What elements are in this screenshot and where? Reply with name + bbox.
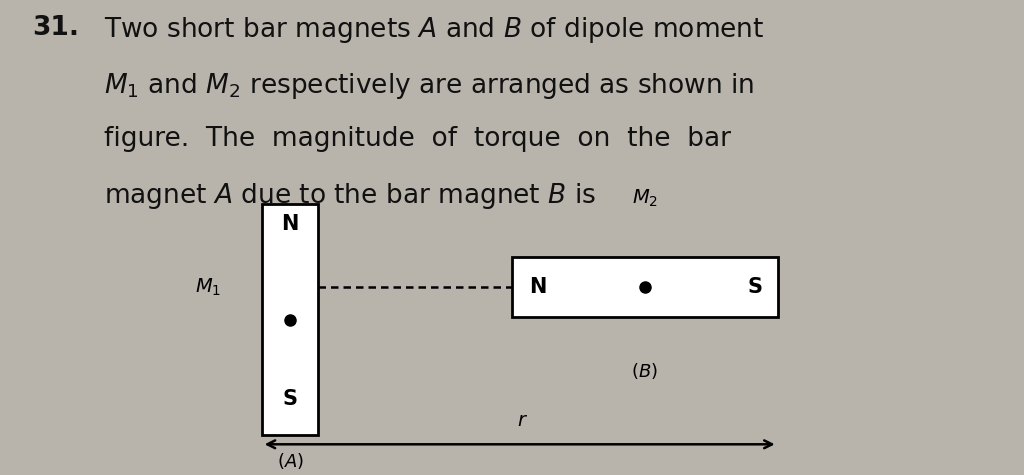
- Text: N: N: [528, 277, 546, 297]
- Text: magnet $A$ due to the bar magnet $B$ is: magnet $A$ due to the bar magnet $B$ is: [103, 181, 596, 211]
- Text: 31.: 31.: [32, 15, 79, 41]
- Text: $r$: $r$: [517, 411, 527, 430]
- Text: $(B)$: $(B)$: [632, 361, 658, 381]
- Text: Two short bar magnets $A$ and $B$ of dipole moment: Two short bar magnets $A$ and $B$ of dip…: [103, 15, 764, 45]
- Bar: [262, 204, 318, 435]
- Text: N: N: [282, 214, 299, 234]
- Text: $M_1$ and $M_2$ respectively are arranged as shown in: $M_1$ and $M_2$ respectively are arrange…: [103, 71, 754, 101]
- Text: S: S: [748, 277, 763, 297]
- Text: $M_1$: $M_1$: [195, 277, 221, 298]
- Text: S: S: [283, 389, 297, 409]
- Text: $M_2$: $M_2$: [632, 188, 657, 209]
- Text: $(A)$: $(A)$: [278, 451, 304, 471]
- Text: figure.  The  magnitude  of  torque  on  the  bar: figure. The magnitude of torque on the b…: [103, 126, 730, 152]
- Bar: [512, 257, 777, 317]
